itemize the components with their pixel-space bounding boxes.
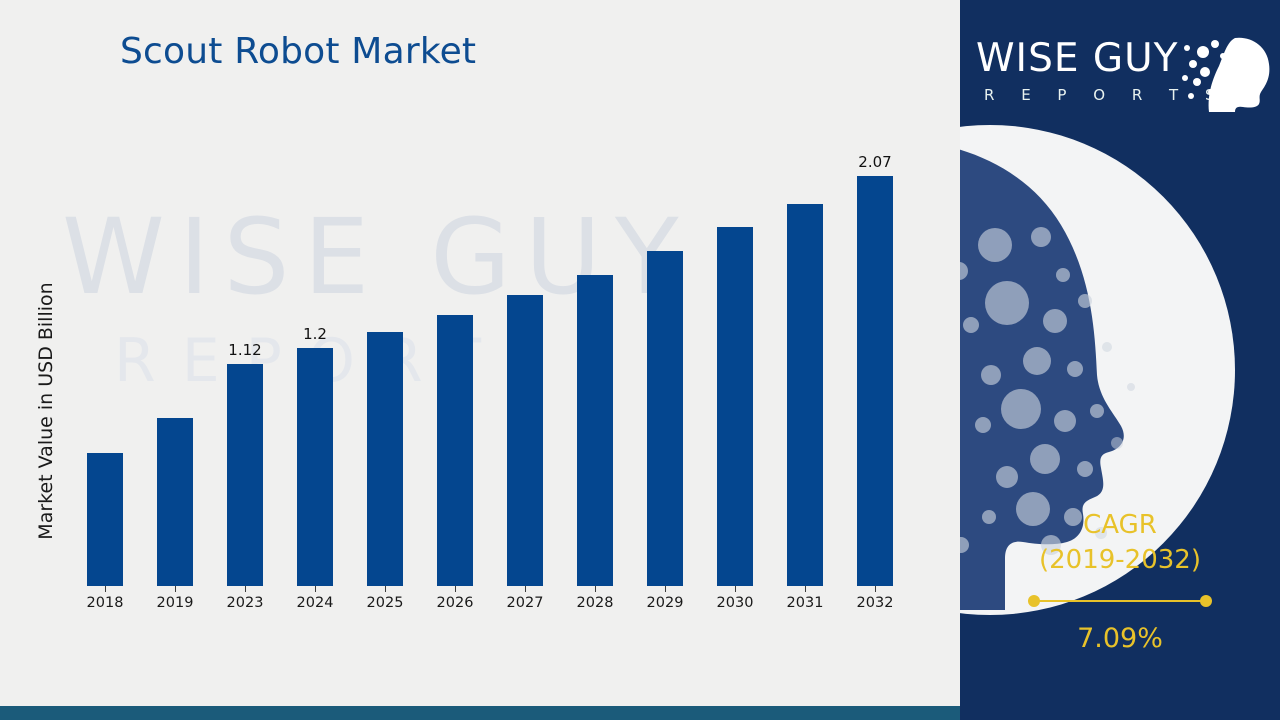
tick-label: 2023 [226,595,264,611]
x-tick-2019: 2019 [145,586,205,611]
plot-area: 1.12 1.2 2.07 [70,150,910,586]
bar-value-label: 1.2 [303,325,327,344]
x-tick-2024: 2024 [285,586,345,611]
tick-mark [384,586,386,592]
bar-rect [367,332,403,586]
divider-line [1036,600,1204,603]
tick-mark [804,586,806,592]
tick-mark [314,586,316,592]
brand-logo: WISE GUY R E P O R T S [974,36,1274,128]
tick-label: 2026 [436,595,474,611]
x-tick-2027: 2027 [495,586,555,611]
logo-head-icon [1182,37,1270,112]
chart-panel: Scout Robot Market WISE GUY REPORTS Mark… [0,31,960,720]
tick-mark [174,586,176,592]
bar-rect [787,203,823,586]
tick-label: 2018 [86,595,124,611]
bar-rect [577,274,613,586]
bar-rect [437,314,473,586]
x-tick-2029: 2029 [635,586,695,611]
bar-rect [857,175,893,586]
bar-2024: 1.2 [297,150,333,586]
tick-mark [524,586,526,592]
bar-2032: 2.07 [857,150,893,586]
bar-2019 [157,150,193,586]
tick-mark [594,586,596,592]
tick-mark [104,586,106,592]
bar-2018 [87,150,123,586]
x-tick-2031: 2031 [775,586,835,611]
bar-rect [227,364,263,586]
bar-value-label: 1.12 [228,341,262,360]
x-tick-2030: 2030 [705,586,765,611]
x-tick-2028: 2028 [565,586,625,611]
tick-label: 2025 [366,595,404,611]
bar-2026 [437,150,473,586]
bar-2031 [787,150,823,586]
bar-rect [87,453,123,586]
tick-label: 2019 [156,595,194,611]
bar-2030 [717,150,753,586]
x-tick-2032: 2032 [845,586,905,611]
tick-label: 2032 [856,595,894,611]
head-profile-silhouette [960,149,1124,610]
tick-label: 2024 [296,595,334,611]
tick-label: 2031 [786,595,824,611]
bar-2029 [647,150,683,586]
y-axis-label: Market Value in USD Billion [35,282,57,540]
footer-strip [0,706,960,720]
bar-value-label: 2.07 [858,152,892,171]
x-tick-2018: 2018 [75,586,135,611]
brand-panel: WISE GUY R E P O R T S CAGR (2019-2032) [960,0,1280,720]
logo-subtitle: R E P O R T S [984,86,1226,104]
bar-2025 [367,150,403,586]
divider-dot-right [1200,595,1212,608]
bar-2027 [507,150,543,586]
bar-rect [157,417,193,586]
tick-label: 2027 [506,595,544,611]
tick-mark [734,586,736,592]
cagr-block: CAGR (2019-2032) 7.09% [960,508,1280,654]
dot-pattern [960,227,1135,555]
cagr-divider [1028,593,1212,609]
bar-series: 1.12 1.2 2.07 [70,150,910,586]
bar-rect [507,294,543,586]
tick-mark [664,586,666,592]
tick-mark [244,586,246,592]
bar-rect [647,251,683,586]
tick-mark [454,586,456,592]
x-tick-2025: 2025 [355,586,415,611]
page-title: Scout Robot Market [120,31,477,72]
cagr-title: CAGR [1083,510,1157,540]
tick-label: 2028 [576,595,614,611]
divider-dot-left [1028,595,1040,608]
bar-rect [297,348,333,586]
logo-wordmark: WISE GUY [976,36,1179,81]
cagr-range: (2019-2032) [1038,544,1201,575]
tick-mark [874,586,876,592]
x-axis-ticks: 2018 2019 2023 2024 2025 2026 2027 2028 2029 2030… [70,586,910,620]
tick-label: 2029 [646,595,684,611]
bar-2023: 1.12 [227,150,263,586]
bar-2028 [577,150,613,586]
bar-rect [717,227,753,586]
tick-label: 2030 [716,595,754,611]
x-tick-2026: 2026 [425,586,485,611]
cagr-value: 7.09% [1077,623,1163,655]
x-tick-2023: 2023 [215,586,275,611]
